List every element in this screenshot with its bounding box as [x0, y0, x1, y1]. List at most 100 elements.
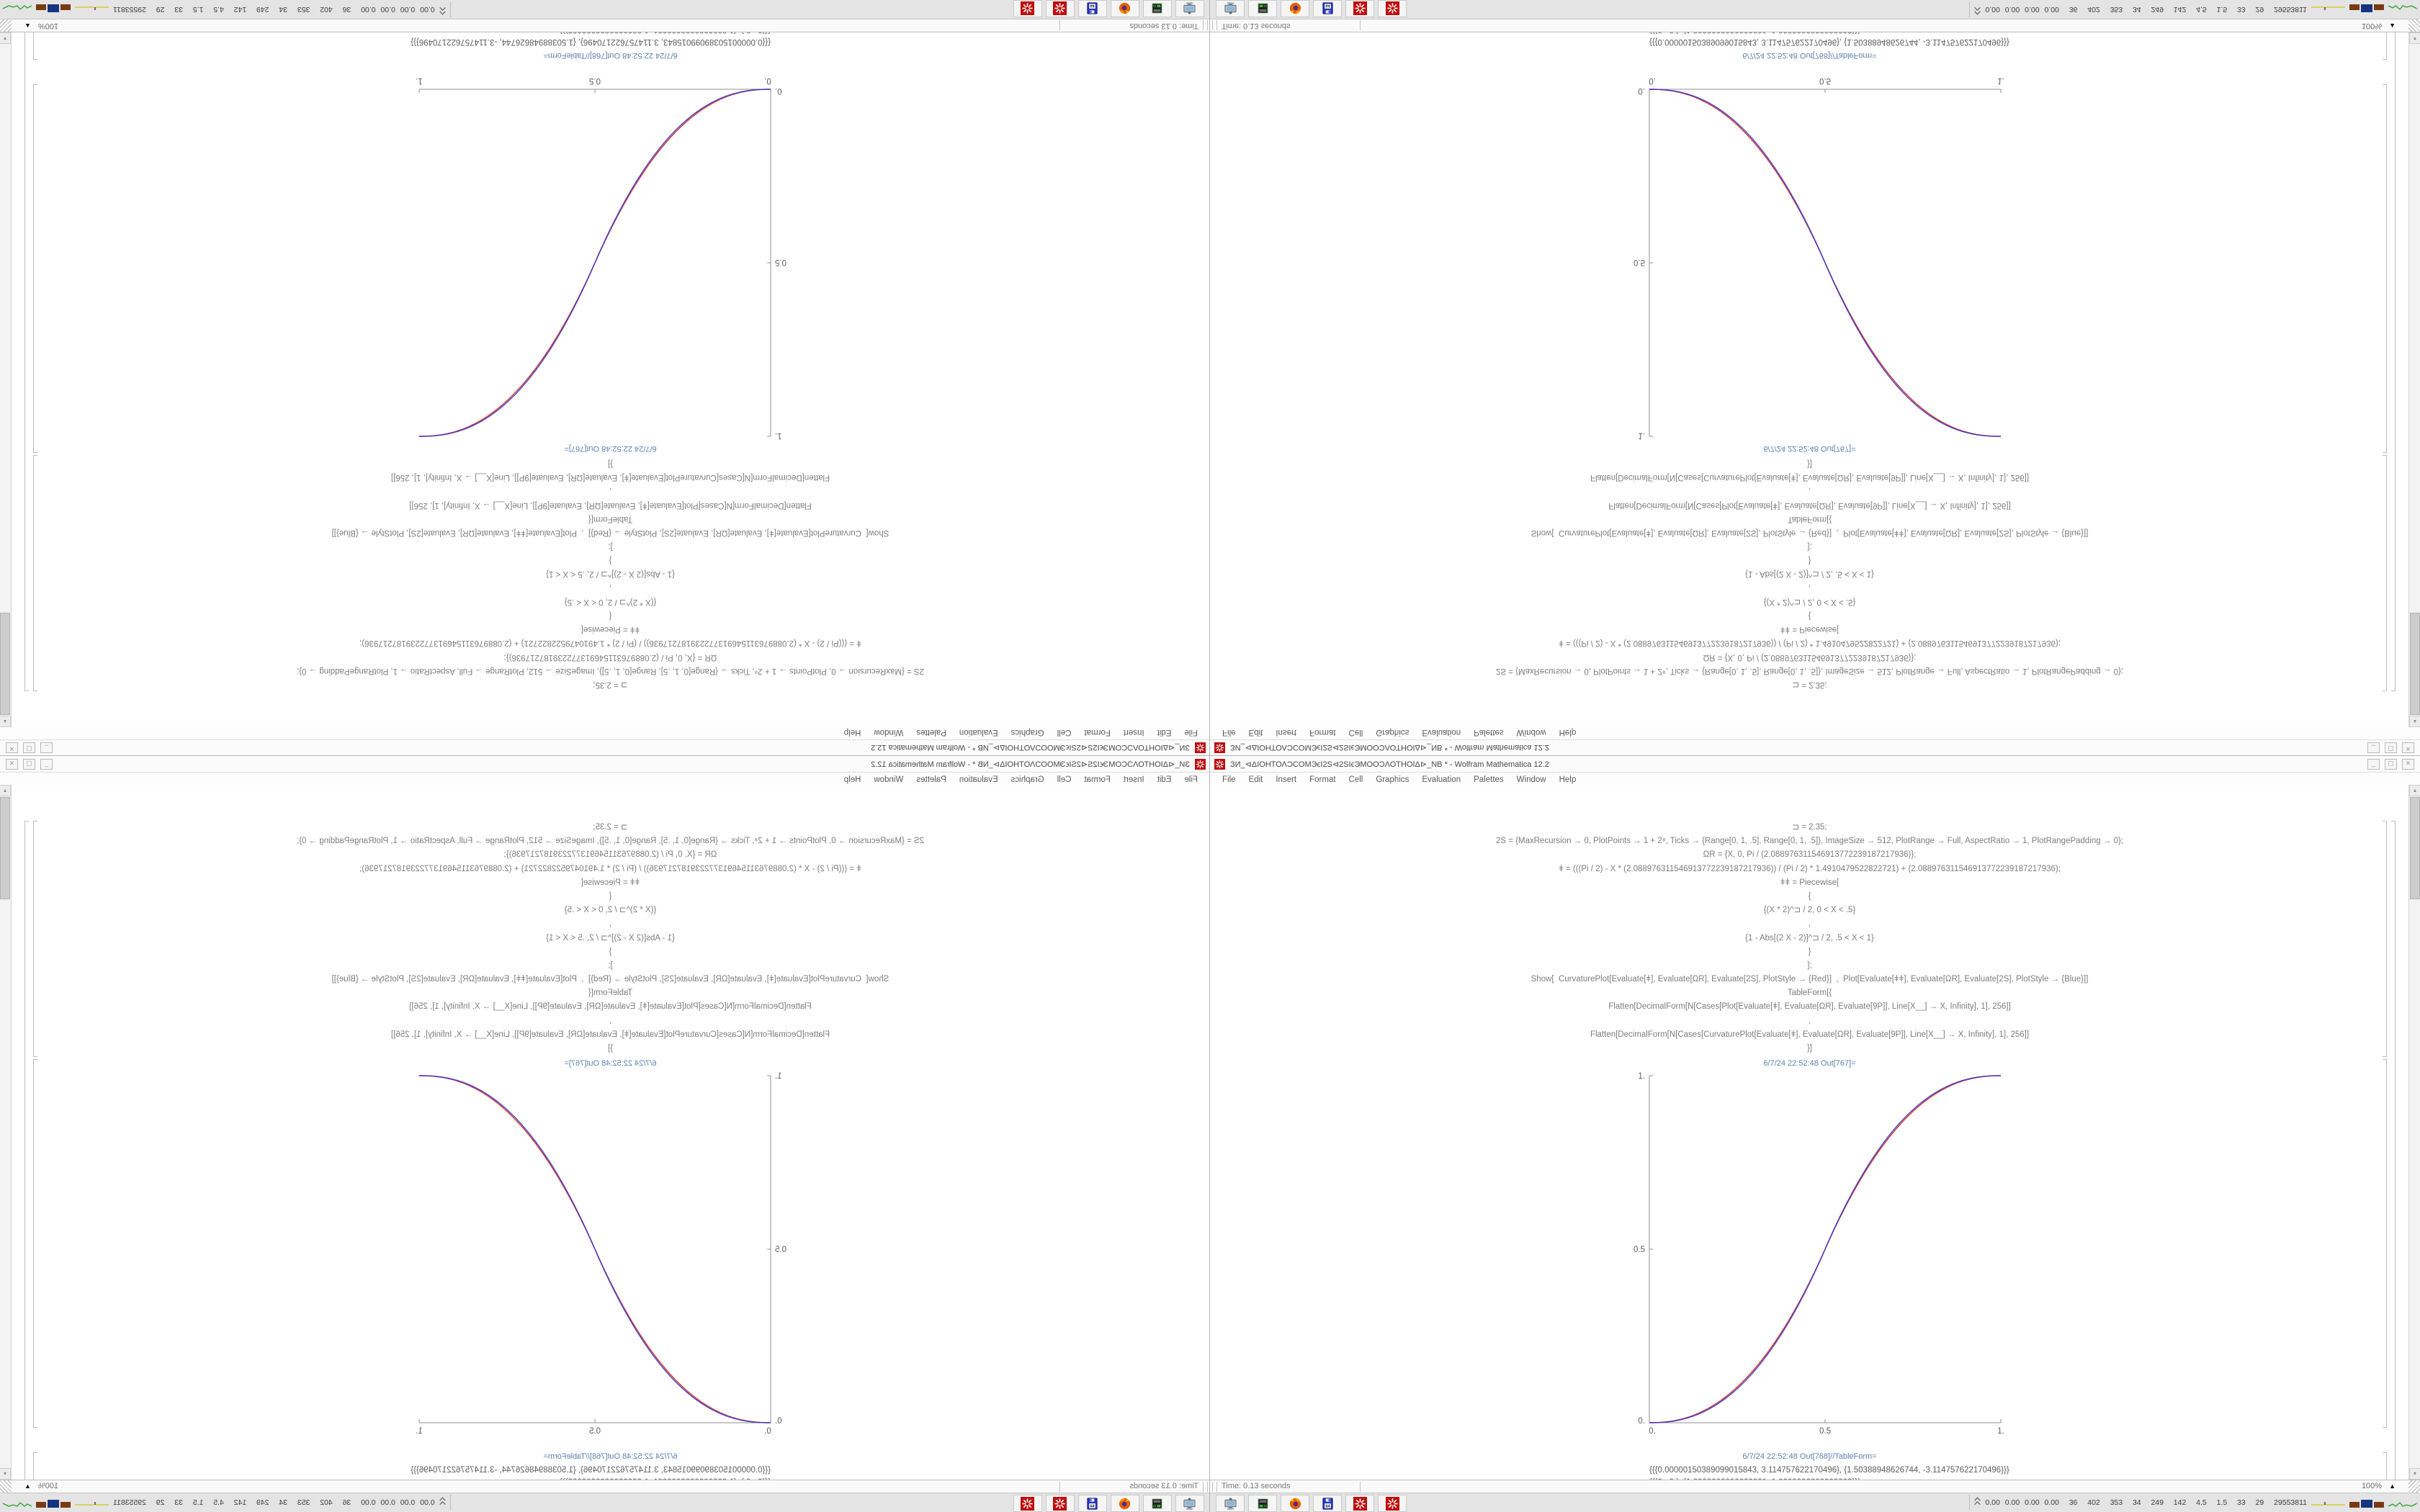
magnification-dropdown[interactable]: 100% ▲: [2362, 22, 2396, 30]
magnification-dropdown[interactable]: 100% ▲: [2362, 1482, 2396, 1490]
input-code-line[interactable]: 2S = {MaxRecursion → 0, PlotPoints → 1 +…: [297, 837, 925, 846]
taskbar-button-mathematica-2[interactable]: [1378, 1495, 1407, 1512]
menu-item[interactable]: Format: [1084, 728, 1111, 737]
maximize-button[interactable]: ▢: [2385, 758, 2397, 770]
menu-item[interactable]: Graphics: [1010, 728, 1044, 737]
menu-item[interactable]: Format: [1309, 775, 1336, 784]
input-code-line[interactable]: 2S = {MaxRecursion → 0, PlotPoints → 1 +…: [297, 666, 925, 675]
input-code-line[interactable]: ,: [1808, 487, 1811, 496]
taskbar-button-floppy-64[interactable]: 64: [1313, 1495, 1342, 1512]
input-code-line[interactable]: ⊐ = 2.35;: [1792, 823, 1827, 832]
input-code-line[interactable]: ǂ = (((Pi / 2) - X * (2.0889763115469137…: [1559, 864, 2061, 873]
close-button[interactable]: ✕: [6, 742, 18, 754]
input-code-line[interactable]: ];: [608, 542, 613, 552]
menu-item[interactable]: Help: [1559, 775, 1577, 784]
scrollbar-thumb[interactable]: [0, 797, 10, 899]
cell-bracket-output-table[interactable]: [33, 32, 37, 60]
menu-item[interactable]: Evaluation: [959, 728, 998, 737]
scroll-up-arrow-icon[interactable]: ▴: [2409, 716, 2420, 727]
menu-item[interactable]: Edit: [1248, 728, 1263, 737]
taskbar-button-screenshot-tool[interactable]: [1175, 1495, 1204, 1512]
input-code-line[interactable]: ,: [609, 919, 612, 929]
vertical-scrollbar[interactable]: ▴ ▾: [0, 32, 12, 727]
input-code-line[interactable]: }: [609, 947, 612, 956]
resize-grip[interactable]: [2408, 1480, 2420, 1493]
input-code-line[interactable]: Show[ CurvaturePlot[Evaluate[ǂ], Evaluat…: [1531, 975, 2089, 984]
scroll-down-arrow-icon[interactable]: ▾: [0, 32, 11, 44]
menu-item[interactable]: Graphics: [1376, 775, 1410, 784]
input-code-line[interactable]: ⊐ = 2.35;: [593, 823, 628, 832]
taskbar-button-screenshot-tool[interactable]: [1175, 0, 1204, 17]
menu-item[interactable]: Edit: [1248, 775, 1263, 784]
menu-item[interactable]: Help: [843, 728, 861, 737]
input-code-line[interactable]: TableForm[{: [1787, 514, 1832, 523]
input-code-line[interactable]: ⊐ = 2.35;: [1792, 680, 1827, 689]
input-code-line[interactable]: Flatten[DecimalForm[N[Cases[Plot[Evaluat…: [409, 1002, 812, 1012]
input-cell[interactable]: ⊐ = 2.35; 2S = {MaxRecursion → 0, PlotPoi…: [11, 456, 1210, 691]
input-code-line[interactable]: ,: [1808, 583, 1811, 593]
menu-item[interactable]: Format: [1309, 728, 1336, 737]
input-code-line[interactable]: ⊐ = 2.35;: [593, 680, 628, 689]
input-code-line[interactable]: {(X * 2)^⊐ / 2, 0 < X < .5}: [1763, 597, 1856, 606]
input-code-line[interactable]: }: [609, 556, 612, 565]
vertical-scrollbar[interactable]: ▴ ▾: [0, 785, 12, 1480]
scrollbar-thumb[interactable]: [2410, 613, 2420, 715]
window-titlebar[interactable]: ЗИ_⊲ΔΙΟΗΤΟΛϽCOMЭϵΙ2S⊲2SΙϵЭMOOϽΛΟΤΗΟΙΔ⊳_N…: [1210, 756, 2420, 773]
cell-bracket-output-plot[interactable]: [2383, 1059, 2387, 1428]
magnification-dropdown[interactable]: 100% ▲: [24, 22, 58, 30]
menu-item[interactable]: Cell: [1057, 728, 1072, 737]
input-code-line[interactable]: Flatten[DecimalForm[N[Cases[CurvaturePlo…: [1590, 473, 2030, 482]
input-code-line[interactable]: ǂ = (((Pi / 2) - X * (2.0889763115469137…: [1559, 639, 2061, 648]
menu-item[interactable]: Insert: [1276, 775, 1297, 784]
input-code-line[interactable]: {: [1808, 611, 1811, 621]
input-code-line[interactable]: {: [609, 891, 612, 901]
input-code-line[interactable]: ǂ = (((Pi / 2) - X * (2.0889763115469137…: [359, 639, 861, 648]
menu-item[interactable]: Help: [1559, 728, 1577, 737]
menu-item[interactable]: Window: [1516, 728, 1546, 737]
minimize-button[interactable]: _: [2367, 758, 2380, 770]
input-code-line[interactable]: Flatten[DecimalForm[N[Cases[Plot[Evaluat…: [409, 500, 812, 510]
taskbar-button-mathematica-2[interactable]: [1013, 0, 1042, 17]
input-cell[interactable]: ⊐ = 2.35; 2S = {MaxRecursion → 0, PlotPoi…: [11, 821, 1210, 1056]
input-code-line[interactable]: }]: [607, 459, 614, 468]
cell-bracket-group[interactable]: [2391, 32, 2396, 691]
tray-chevron-icon[interactable]: [1973, 3, 1981, 17]
window-titlebar[interactable]: ЗИ_⊲ΔΙΟΗΤΟΛϽCOMЭϵΙ2S⊲2SΙϵЭMOOϽΛΟΤΗΟΙΔ⊳_N…: [1210, 739, 2420, 756]
minimize-button[interactable]: _: [2367, 742, 2380, 754]
input-code-line[interactable]: {1 - Abs[(2 X - 2)]^⊐ / 2, .5 < X < 1}: [1745, 570, 1874, 579]
scroll-up-arrow-icon[interactable]: ▴: [0, 785, 11, 796]
input-code-line[interactable]: ,: [609, 487, 612, 496]
input-code-line[interactable]: TableForm[{: [1787, 989, 1832, 998]
cell-bracket-input[interactable]: [33, 821, 37, 1057]
input-code-line[interactable]: }]: [607, 1044, 614, 1053]
input-code-line[interactable]: ,: [1808, 919, 1811, 929]
taskbar-button-firefox[interactable]: [1111, 1495, 1139, 1512]
scroll-down-arrow-icon[interactable]: ▾: [2409, 1468, 2420, 1480]
close-button[interactable]: ✕: [6, 758, 18, 770]
input-code-line[interactable]: {1 - Abs[(2 X - 2)]^⊐ / 2, .5 < X < 1}: [546, 570, 675, 579]
menu-item[interactable]: Edit: [1157, 728, 1172, 737]
magnification-dropdown[interactable]: 100% ▲: [24, 1482, 58, 1490]
tray-chevron-icon[interactable]: [439, 1496, 447, 1510]
window-titlebar[interactable]: ЗИ_⊲ΔΙΟΗΤΟΛϽCOMЭϵΙ2S⊲2SΙϵЭMOOϽΛΟΤΗΟΙΔ⊳_N…: [0, 756, 1210, 773]
taskbar-button-screenshot-tool[interactable]: [1216, 1495, 1245, 1512]
input-code-line[interactable]: ];: [608, 960, 613, 970]
resize-grip[interactable]: [0, 1480, 12, 1493]
taskbar-button-mathematica-1[interactable]: [1046, 0, 1075, 17]
scrollbar-thumb[interactable]: [2410, 797, 2420, 899]
menu-item[interactable]: Evaluation: [1422, 775, 1461, 784]
close-button[interactable]: ✕: [2402, 758, 2414, 770]
cell-bracket-output-table[interactable]: [33, 1452, 37, 1480]
input-code-line[interactable]: Show[ CurvaturePlot[Evaluate[ǂ], Evaluat…: [331, 975, 889, 984]
input-code-line[interactable]: Flatten[DecimalForm[N[Cases[Plot[Evaluat…: [1608, 500, 2011, 510]
input-code-line[interactable]: ,: [609, 583, 612, 593]
menu-item[interactable]: File: [1222, 775, 1236, 784]
menu-item[interactable]: File: [1184, 728, 1198, 737]
menu-item[interactable]: Insert: [1123, 728, 1144, 737]
input-code-line[interactable]: ǂǂ = Piecewise[: [581, 878, 640, 887]
taskbar-button-screenshot-tool[interactable]: [1216, 0, 1245, 17]
menu-item[interactable]: Graphics: [1376, 728, 1410, 737]
input-code-line[interactable]: }: [1808, 947, 1811, 956]
input-code-line[interactable]: ΩR = {X, 0, Pi / (2.08897631154691377223…: [503, 652, 717, 662]
maximize-button[interactable]: ▢: [23, 742, 35, 754]
